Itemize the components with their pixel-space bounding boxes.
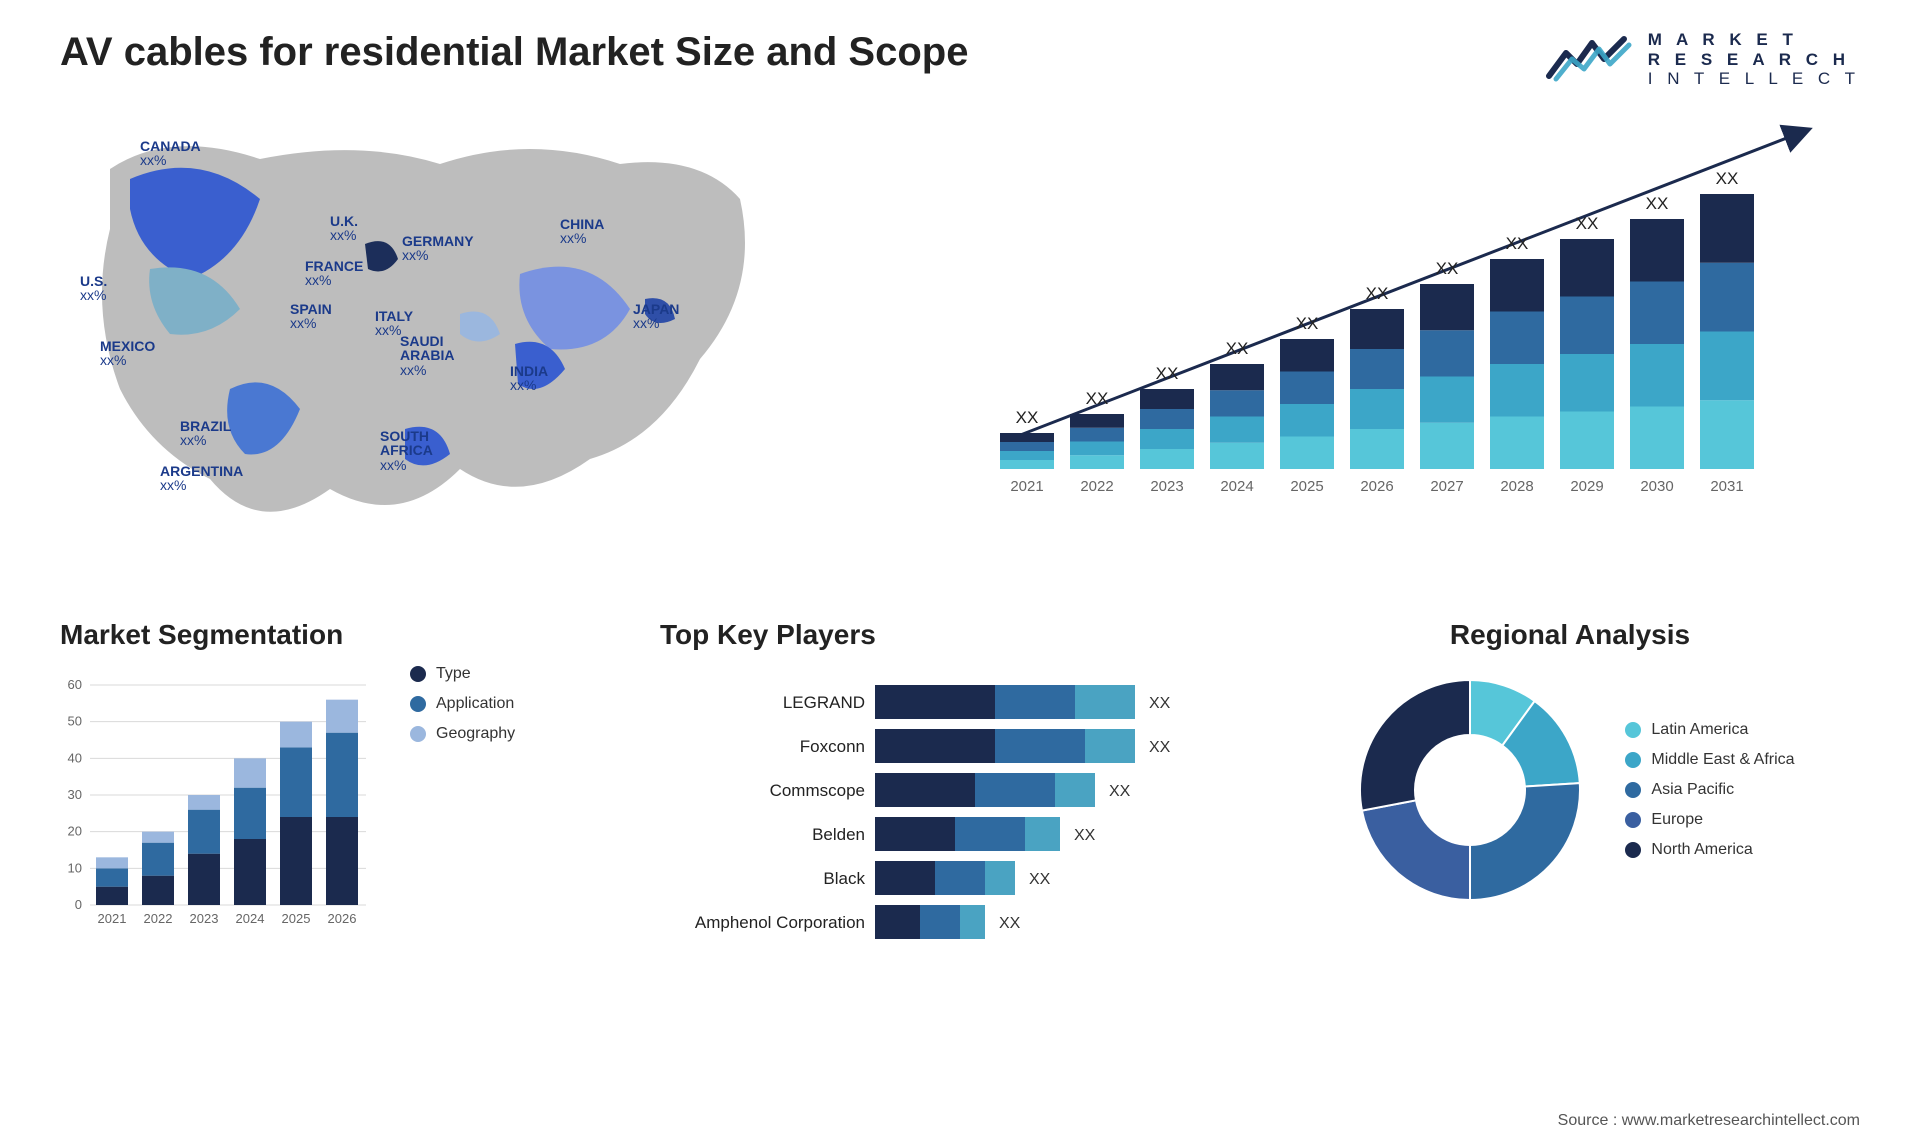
- regional-title: Regional Analysis: [1280, 619, 1860, 651]
- map-label: FRANCExx%: [305, 259, 363, 288]
- legend-item: Type: [410, 665, 515, 683]
- svg-text:20: 20: [68, 823, 82, 838]
- legend-item: Middle East & Africa: [1625, 751, 1794, 769]
- svg-text:2031: 2031: [1710, 478, 1743, 495]
- svg-text:2023: 2023: [190, 911, 219, 926]
- svg-text:XX: XX: [1436, 259, 1459, 278]
- svg-text:2030: 2030: [1640, 478, 1673, 495]
- svg-text:50: 50: [68, 713, 82, 728]
- svg-text:2025: 2025: [1290, 478, 1323, 495]
- logo-line3: I N T E L L E C T: [1648, 69, 1860, 89]
- svg-text:XX: XX: [999, 915, 1021, 932]
- svg-text:2024: 2024: [1220, 478, 1253, 495]
- svg-text:2026: 2026: [328, 911, 357, 926]
- logo-line2: R E S E A R C H: [1648, 50, 1860, 70]
- svg-text:2021: 2021: [1010, 478, 1043, 495]
- page-title: AV cables for residential Market Size an…: [60, 30, 968, 75]
- svg-text:XX: XX: [1576, 214, 1599, 233]
- svg-text:60: 60: [68, 677, 82, 692]
- svg-text:XX: XX: [1716, 169, 1739, 188]
- svg-text:LEGRAND: LEGRAND: [783, 693, 865, 712]
- svg-text:XX: XX: [1296, 314, 1319, 333]
- map-label: CANADAxx%: [140, 139, 201, 168]
- segmentation-chart: 0 10 20 30 40 50 60 2021 2022 2023 2024 2025 2026: [60, 665, 380, 935]
- forecast-bar-chart: XX 2021 XX 2022 XX 2023 XX 2024 XX 2025 XX 2026 XX 20…: [1000, 109, 1830, 509]
- svg-text:XX: XX: [1366, 284, 1389, 303]
- svg-text:XX: XX: [1226, 339, 1249, 358]
- map-label: U.S.xx%: [80, 274, 107, 303]
- svg-text:XX: XX: [1109, 783, 1131, 800]
- forecast-chart-panel: XX 2021 XX 2022 XX 2023 XX 2024 XX 2025 XX 2026 XX 20…: [1000, 109, 1860, 589]
- svg-text:40: 40: [68, 750, 82, 765]
- svg-text:Amphenol Corporation: Amphenol Corporation: [695, 913, 865, 932]
- svg-text:XX: XX: [1646, 194, 1669, 213]
- svg-text:Commscope: Commscope: [770, 781, 865, 800]
- svg-text:XX: XX: [1149, 739, 1171, 756]
- source-text: Source : www.marketresearchintellect.com: [1558, 1112, 1860, 1130]
- map-label: SPAINxx%: [290, 302, 332, 331]
- players-title: Top Key Players: [660, 619, 1240, 651]
- svg-text:10: 10: [68, 860, 82, 875]
- map-label: ARGENTINAxx%: [160, 464, 243, 493]
- svg-text:2024: 2024: [236, 911, 265, 926]
- brand-logo: M A R K E T R E S E A R C H I N T E L L …: [1544, 30, 1860, 89]
- map-label: MEXICOxx%: [100, 339, 155, 368]
- map-label: SAUDIARABIAxx%: [400, 334, 454, 378]
- svg-text:2026: 2026: [1360, 478, 1393, 495]
- legend-item: North America: [1625, 841, 1794, 859]
- world-map-panel: CANADAxx% U.S.xx% MEXICOxx% BRAZILxx% ARGENT…: [60, 109, 960, 589]
- map-label: INDIAxx%: [510, 364, 548, 393]
- svg-text:Black: Black: [823, 869, 865, 888]
- svg-text:XX: XX: [1156, 364, 1179, 383]
- legend-item: Asia Pacific: [1625, 781, 1794, 799]
- map-label: BRAZILxx%: [180, 419, 231, 448]
- svg-text:2029: 2029: [1570, 478, 1603, 495]
- svg-text:2025: 2025: [282, 911, 311, 926]
- legend-item: Latin America: [1625, 721, 1794, 739]
- svg-text:0: 0: [75, 897, 82, 912]
- segmentation-legend: Type Application Geography: [410, 665, 515, 743]
- svg-text:Belden: Belden: [812, 825, 865, 844]
- svg-text:2023: 2023: [1150, 478, 1183, 495]
- regional-donut-chart: [1345, 665, 1595, 915]
- svg-text:XX: XX: [1086, 389, 1109, 408]
- logo-line1: M A R K E T: [1648, 30, 1860, 50]
- svg-text:2021: 2021: [98, 911, 127, 926]
- map-label: SOUTHAFRICAxx%: [380, 429, 433, 473]
- svg-text:XX: XX: [1074, 827, 1096, 844]
- legend-item: Europe: [1625, 811, 1794, 829]
- regional-legend: Latin America Middle East & Africa Asia Pa…: [1625, 721, 1794, 859]
- map-label: JAPANxx%: [633, 302, 679, 331]
- legend-item: Geography: [410, 725, 515, 743]
- svg-text:XX: XX: [1016, 408, 1039, 427]
- svg-text:2022: 2022: [144, 911, 173, 926]
- svg-text:2028: 2028: [1500, 478, 1533, 495]
- svg-text:XX: XX: [1029, 871, 1051, 888]
- svg-text:XX: XX: [1149, 695, 1171, 712]
- svg-text:XX: XX: [1506, 234, 1529, 253]
- svg-text:30: 30: [68, 787, 82, 802]
- map-label: U.K.xx%: [330, 214, 358, 243]
- players-bar-chart: LEGRAND XX Foxconn XX Commscope XX Belden XX Bla…: [660, 665, 1230, 955]
- svg-text:2027: 2027: [1430, 478, 1463, 495]
- svg-text:Foxconn: Foxconn: [800, 737, 865, 756]
- map-label: GERMANYxx%: [402, 234, 474, 263]
- legend-item: Application: [410, 695, 515, 713]
- map-label: CHINAxx%: [560, 217, 604, 246]
- logo-mark-icon: [1544, 31, 1634, 87]
- svg-text:2022: 2022: [1080, 478, 1113, 495]
- segmentation-title: Market Segmentation: [60, 619, 620, 651]
